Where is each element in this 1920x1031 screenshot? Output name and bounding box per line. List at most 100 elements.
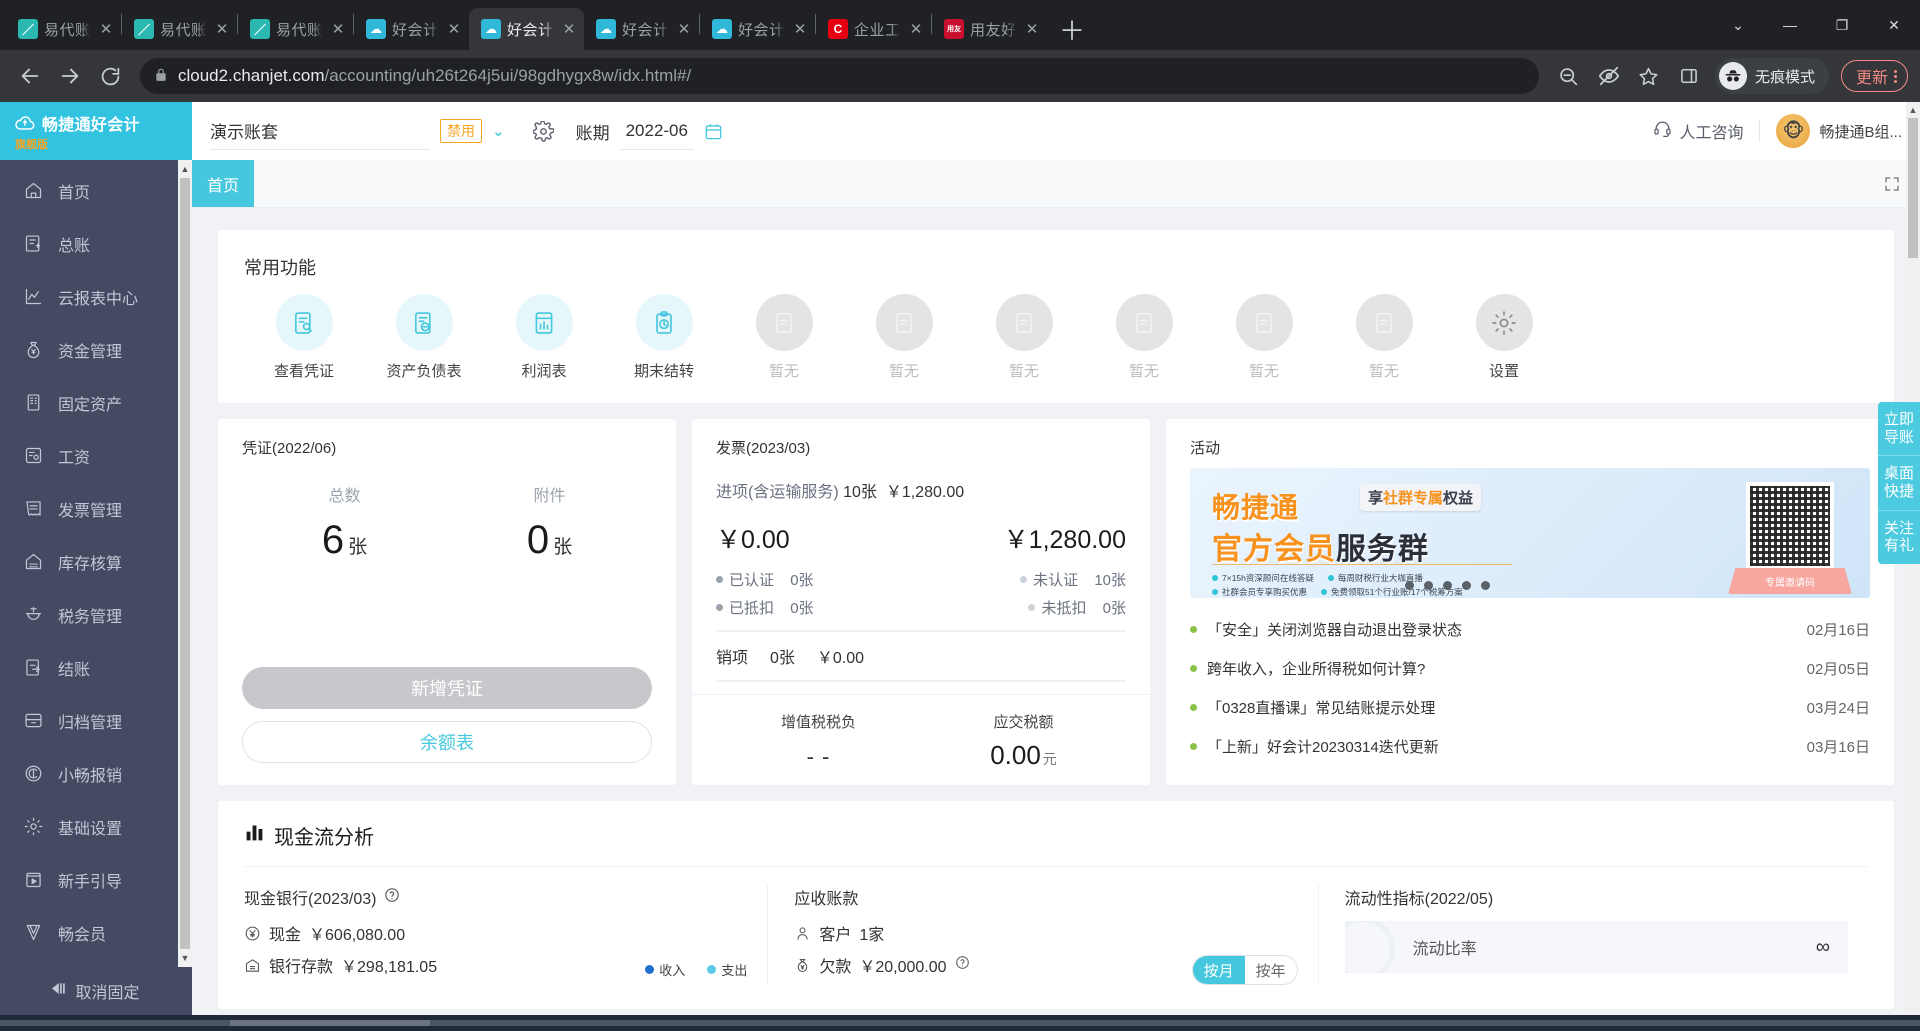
chrome-menu-icon[interactable] [1894, 69, 1897, 83]
update-button[interactable]: 更新 [1840, 60, 1908, 92]
news-item[interactable]: 「0328直播课」常见结账提示处理 03月24日 [1190, 688, 1870, 727]
bookset-selector[interactable]: 演示账套 禁用 ⌄ [210, 111, 505, 151]
back-icon[interactable] [12, 58, 48, 94]
browser-tab[interactable]: C 企业工作 ✕ [816, 8, 931, 50]
close-tab-icon[interactable]: ✕ [677, 21, 691, 38]
banner-carousel-dots[interactable] [1405, 581, 1490, 590]
close-tab-icon[interactable]: ✕ [99, 21, 113, 38]
browser-tab[interactable]: ☁ 好会计 ✕ [700, 8, 815, 50]
common-function-item[interactable]: 期末结转 [604, 294, 724, 381]
tab-search-chevron-icon[interactable]: ⌄ [1732, 16, 1744, 33]
rail-button[interactable]: 关注 有礼 [1878, 509, 1920, 564]
user-menu[interactable]: 🐵 畅捷通B组... [1776, 114, 1902, 148]
period-selector[interactable]: 账期 2022-06 [576, 112, 723, 150]
common-function-item[interactable]: 暂无 [964, 294, 1084, 381]
incognito-avatar-icon [1718, 62, 1747, 90]
scroll-down-icon[interactable]: ▼ [180, 953, 190, 963]
reload-icon[interactable] [92, 58, 128, 94]
sidebar-item-home[interactable]: 首页 [0, 164, 192, 217]
switch-year[interactable]: 按年 [1255, 962, 1286, 980]
sidebar-item-tax[interactable]: 税务管理 [0, 588, 192, 641]
liquidity-title: 流动性指标(2022/05) [1344, 891, 1494, 908]
sidebar-item-settings-gear[interactable]: 基础设置 [0, 800, 192, 853]
eye-off-icon[interactable] [1591, 58, 1627, 94]
browser-tab[interactable]: ☁ 好会计 ✕ [584, 8, 699, 50]
sidebar-item-invoice[interactable]: 发票管理 [0, 482, 192, 535]
add-voucher-button[interactable]: 新增凭证 [242, 667, 652, 709]
scroll-thumb[interactable] [180, 178, 190, 949]
rail-button[interactable]: 桌面 快捷 [1878, 455, 1920, 509]
invoice-tax-row: 增值税税负 - - 应交税额 0.00 元 [692, 694, 1150, 785]
close-tab-icon[interactable]: ✕ [793, 21, 807, 38]
browser-tab[interactable]: 用友用友好业 ✕ [932, 8, 1047, 50]
maximize-icon[interactable]: ❐ [1835, 16, 1849, 33]
sidebar-item-close-books[interactable]: 结账 [0, 641, 192, 694]
close-window-icon[interactable]: ✕ [1888, 16, 1900, 33]
sidebar-item-archive[interactable]: 归档管理 [0, 694, 192, 747]
side-panel-icon[interactable] [1671, 58, 1707, 94]
forward-icon[interactable] [52, 58, 88, 94]
zoom-out-icon[interactable] [1551, 58, 1587, 94]
close-tab-icon[interactable]: ✕ [1025, 21, 1039, 38]
news-item[interactable]: 跨年收入，企业所得税如何计算? 02月05日 [1190, 649, 1870, 688]
help-circle-icon[interactable] [955, 955, 970, 975]
sidebar-item-money-bag[interactable]: 资金管理 [0, 323, 192, 376]
customer-icon [794, 925, 811, 942]
common-function-item[interactable]: 设置 [1444, 294, 1564, 381]
fullscreen-icon[interactable] [1864, 160, 1920, 207]
common-function-item[interactable]: 资产负债表 [364, 294, 484, 381]
common-function-item[interactable]: 查看凭证 [244, 294, 364, 381]
news-item[interactable]: 「安全」关闭浏览器自动退出登录状态 02月16日 [1190, 610, 1870, 649]
sidebar-item-ledger[interactable]: 总账 [0, 217, 192, 270]
sidebar-item-label: 固定资产 [58, 396, 123, 414]
sidebar-item-expense[interactable]: 小畅报销 [0, 747, 192, 800]
sidebar-item-chart-report[interactable]: 云报表中心 [0, 270, 192, 323]
incognito-indicator[interactable]: 无痕模式 [1714, 58, 1829, 94]
common-function-item[interactable]: 暂无 [1084, 294, 1204, 381]
common-function-item[interactable]: 利润表 [484, 294, 604, 381]
balance-sheet-button[interactable]: 余额表 [242, 721, 652, 763]
calendar-icon[interactable] [704, 122, 723, 141]
page-scroll-up-icon[interactable]: ▲ [1908, 105, 1918, 115]
browser-tab[interactable]: ☁ 好会计财 ✕ [354, 8, 469, 50]
common-function-item[interactable]: 暂无 [1204, 294, 1324, 381]
browser-tab[interactable]: ☁ 好会计 ✕ [469, 8, 584, 50]
common-function-item[interactable]: 暂无 [844, 294, 964, 381]
sidebar-item-label: 库存核算 [58, 555, 123, 573]
page-scroll-thumb[interactable] [1908, 118, 1918, 258]
promo-banner[interactable]: 畅捷通 享社群专属权益 官方会员服务群 7×15h资深顾问在线答疑 每周财税行业大… [1190, 468, 1870, 598]
close-tab-icon[interactable]: ✕ [562, 21, 576, 38]
sidebar-item-warehouse[interactable]: 库存核算 [0, 535, 192, 588]
minimize-icon[interactable]: — [1783, 17, 1797, 33]
human-service-button[interactable]: 人工咨询 [1653, 119, 1743, 143]
scroll-up-icon[interactable]: ▲ [180, 164, 190, 174]
sidebar-item-guide-play[interactable]: 新手引导 [0, 853, 192, 906]
qr-code [1746, 482, 1834, 570]
rail-button[interactable]: 立即 导账 [1878, 402, 1920, 455]
chevron-down-icon[interactable]: ⌄ [492, 123, 505, 140]
close-tab-icon[interactable]: ✕ [909, 21, 923, 38]
news-item[interactable]: 「上新」好会计20230314迭代更新 03月16日 [1190, 727, 1870, 766]
tab-home[interactable]: 首页 [192, 160, 254, 207]
sidebar-scrollbar[interactable]: ▲ ▼ [178, 160, 192, 967]
header-gear-icon[interactable] [532, 120, 554, 142]
browser-tab[interactable]: ／ 易代账 ✕ [6, 8, 121, 50]
close-tab-icon[interactable]: ✕ [447, 21, 461, 38]
bookmark-star-icon[interactable] [1631, 58, 1667, 94]
close-tab-icon[interactable]: ✕ [331, 21, 345, 38]
new-tab-button[interactable]: ＋ [1058, 15, 1085, 46]
browser-tab[interactable]: ／ 易代账 ✕ [122, 8, 237, 50]
sidebar-item-building[interactable]: 固定资产 [0, 376, 192, 429]
sidebar-item-vip[interactable]: 畅会员 [0, 906, 192, 959]
address-bar[interactable]: cloud2.chanjet.com/accounting/uh26t264j5… [140, 58, 1539, 94]
common-function-label: 设置 [1488, 363, 1519, 380]
close-tab-icon[interactable]: ✕ [215, 21, 229, 38]
sidebar-unpin-button[interactable]: 取消固定 [0, 967, 192, 1015]
period-granularity-switch[interactable]: 按月 按年 [1191, 955, 1298, 985]
help-circle-icon[interactable] [384, 887, 400, 908]
common-function-item[interactable]: 暂无 [1324, 294, 1444, 381]
switch-month[interactable]: 按月 [1192, 956, 1245, 984]
common-function-item[interactable]: 暂无 [724, 294, 844, 381]
browser-tab[interactable]: ／ 易代账 ✕ [238, 8, 353, 50]
sidebar-item-payroll[interactable]: 工资 [0, 429, 192, 482]
